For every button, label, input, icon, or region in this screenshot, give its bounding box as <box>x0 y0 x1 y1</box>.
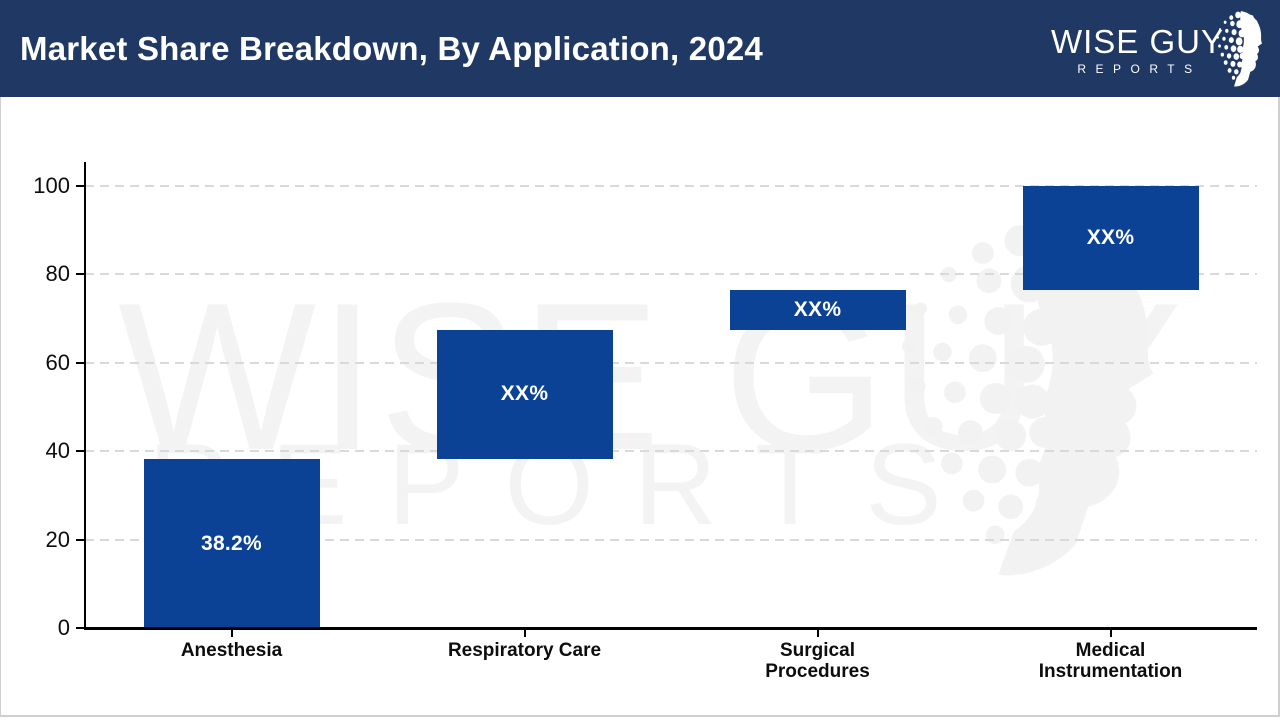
card-border-left <box>0 97 1 716</box>
x-tick-0 <box>230 630 233 637</box>
y-tick-label: 40 <box>45 438 70 464</box>
bar-value-label: 38.2% <box>200 531 263 555</box>
wise-guy-reports-logo: WISE GUY REPORTS <box>1051 9 1266 89</box>
x-category-label: Respiratory Care <box>447 640 602 661</box>
x-tick-2 <box>816 630 819 637</box>
y-tick-40 <box>76 450 84 453</box>
y-tick-label: 20 <box>45 526 70 552</box>
x-axis-spine <box>84 627 1257 630</box>
gridline-80 <box>85 273 1257 276</box>
chart-title: Market Share Breakdown, By Application, … <box>20 30 763 67</box>
gridline-20 <box>85 538 1257 541</box>
header-bar: Market Share Breakdown, By Application, … <box>0 0 1280 97</box>
y-tick-20 <box>76 538 84 541</box>
bar-medical-instrumentation: XX% <box>1022 186 1199 291</box>
gridline-100 <box>85 185 1257 187</box>
x-tick-1 <box>523 630 526 637</box>
card-border-bottom <box>0 715 1280 717</box>
x-category-label: Medical Instrumentation <box>1038 640 1183 682</box>
y-axis-spine <box>84 162 86 630</box>
bar-value-label: XX% <box>1086 226 1135 250</box>
logo-reports-label: REPORTS <box>1077 61 1202 76</box>
bar-surgical-procedures: XX% <box>729 290 906 330</box>
gridline-40 <box>85 450 1257 453</box>
gridline-60 <box>85 361 1257 364</box>
x-category-label: Surgical Procedures <box>765 640 870 682</box>
x-tick-3 <box>1109 630 1112 637</box>
card-border-right <box>1278 97 1280 716</box>
logo-wiseguy-label: WISE GUY <box>1050 22 1224 60</box>
y-tick-label: 100 <box>33 173 70 198</box>
y-tick-label: 80 <box>45 261 70 287</box>
x-category-label: Anesthesia <box>180 640 283 661</box>
bar-respiratory-care: XX% <box>436 329 613 460</box>
bar-value-label: XX% <box>500 382 549 406</box>
y-tick-60 <box>76 361 84 364</box>
logo-text: WISE GUY REPORTS <box>1051 23 1224 76</box>
y-tick-0 <box>76 627 84 629</box>
y-tick-100 <box>76 185 84 187</box>
bar-value-label: XX% <box>793 297 842 321</box>
bar-anesthesia: 38.2% <box>143 459 320 628</box>
y-tick-label: 0 <box>57 615 70 640</box>
y-tick-label: 60 <box>45 349 70 375</box>
y-tick-80 <box>76 273 84 276</box>
